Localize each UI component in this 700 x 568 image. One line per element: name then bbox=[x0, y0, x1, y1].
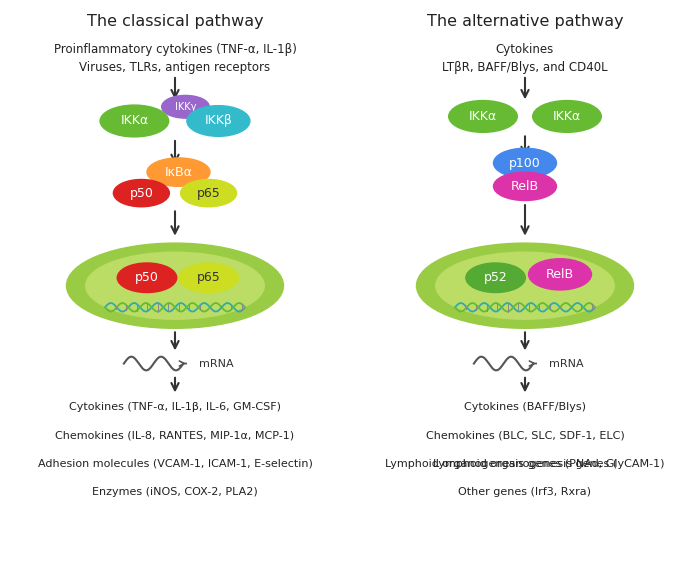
Text: IKKα: IKKα bbox=[469, 110, 497, 123]
Ellipse shape bbox=[113, 179, 169, 207]
Ellipse shape bbox=[85, 252, 265, 319]
Text: Lymphoid organogenesis genes (⁠: Lymphoid organogenesis genes (⁠ bbox=[433, 459, 617, 469]
Text: The classical pathway: The classical pathway bbox=[87, 14, 263, 29]
Text: Proinflammatory cytokines (TNF-α, IL-1β): Proinflammatory cytokines (TNF-α, IL-1β) bbox=[54, 43, 296, 56]
Ellipse shape bbox=[66, 243, 284, 328]
Ellipse shape bbox=[466, 263, 525, 293]
Ellipse shape bbox=[533, 101, 601, 132]
Ellipse shape bbox=[187, 106, 250, 136]
Text: p65: p65 bbox=[197, 272, 220, 284]
Text: Other genes (Irf3, Rxra): Other genes (Irf3, Rxra) bbox=[458, 487, 592, 498]
Text: p52: p52 bbox=[484, 272, 508, 284]
Ellipse shape bbox=[118, 263, 176, 293]
Text: IκBα: IκBα bbox=[164, 166, 193, 178]
Ellipse shape bbox=[179, 263, 238, 293]
Ellipse shape bbox=[416, 243, 634, 328]
Text: Cytokines: Cytokines bbox=[496, 43, 554, 56]
Text: IKKα: IKKα bbox=[553, 110, 581, 123]
Text: Chemokines (IL-8, RANTES, MIP-1α, MCP-1): Chemokines (IL-8, RANTES, MIP-1α, MCP-1) bbox=[55, 431, 295, 441]
Text: p50: p50 bbox=[130, 187, 153, 199]
Text: RelB: RelB bbox=[546, 268, 574, 281]
Ellipse shape bbox=[528, 259, 592, 290]
Text: mRNA: mRNA bbox=[199, 358, 233, 369]
Ellipse shape bbox=[435, 252, 615, 319]
Text: p100: p100 bbox=[509, 157, 541, 169]
Text: mRNA: mRNA bbox=[549, 358, 583, 369]
Ellipse shape bbox=[449, 101, 517, 132]
Text: Cytokines (TNF-α, IL-1β, IL-6, GM-CSF): Cytokines (TNF-α, IL-1β, IL-6, GM-CSF) bbox=[69, 402, 281, 412]
Text: Lymphoid organogenesis genes (PNAd, GlyCAM-1): Lymphoid organogenesis genes (PNAd, GlyC… bbox=[385, 459, 665, 469]
Text: p65: p65 bbox=[197, 187, 220, 199]
Text: IKKγ: IKKγ bbox=[175, 102, 196, 112]
Text: RelB: RelB bbox=[511, 180, 539, 193]
Text: Chemokines (BLC, SLC, SDF-1, ELC): Chemokines (BLC, SLC, SDF-1, ELC) bbox=[426, 431, 624, 441]
Text: p50: p50 bbox=[135, 272, 159, 284]
Ellipse shape bbox=[494, 148, 556, 178]
Ellipse shape bbox=[100, 105, 169, 137]
Ellipse shape bbox=[494, 172, 556, 201]
Text: Enzymes (iNOS, COX-2, PLA2): Enzymes (iNOS, COX-2, PLA2) bbox=[92, 487, 258, 498]
Text: IKKα: IKKα bbox=[120, 115, 148, 127]
Text: Adhesion molecules (VCAM-1, ICAM-1, E-selectin): Adhesion molecules (VCAM-1, ICAM-1, E-se… bbox=[38, 459, 312, 469]
Ellipse shape bbox=[162, 95, 209, 118]
Text: The alternative pathway: The alternative pathway bbox=[427, 14, 623, 29]
Ellipse shape bbox=[147, 158, 210, 186]
Text: LTβR, BAFF/Blys, and CD40L: LTβR, BAFF/Blys, and CD40L bbox=[442, 61, 608, 74]
Text: IKKβ: IKKβ bbox=[204, 115, 232, 127]
Text: Viruses, TLRs, antigen receptors: Viruses, TLRs, antigen receptors bbox=[79, 61, 271, 74]
Ellipse shape bbox=[181, 179, 237, 207]
Text: Cytokines (BAFF/Blys): Cytokines (BAFF/Blys) bbox=[464, 402, 586, 412]
